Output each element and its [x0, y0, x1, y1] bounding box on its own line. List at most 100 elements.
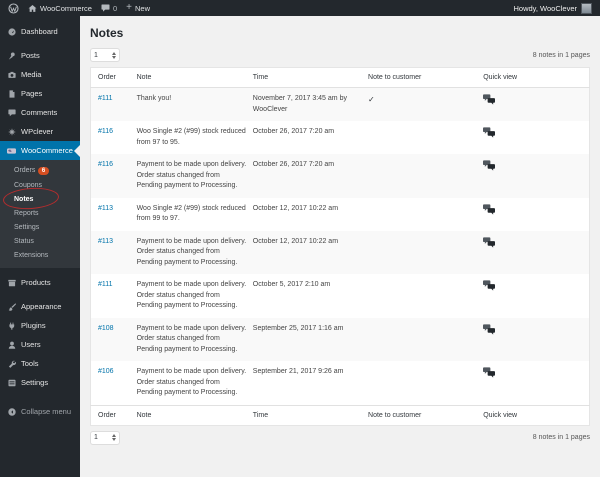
sidebar-item-pages[interactable]: Pages	[0, 84, 80, 103]
order-link[interactable]: #108	[98, 324, 114, 332]
note-time: October 12, 2017 10:22 am	[252, 204, 339, 212]
submenu-label: Extensions	[14, 251, 49, 259]
collapse-menu-label: Collapse menu	[21, 407, 72, 416]
sidebar-item-dashboard[interactable]: Dashboard	[0, 22, 80, 41]
note-time: October 12, 2017 10:22 am	[252, 237, 339, 245]
sidebar-item-users[interactable]: Users	[0, 335, 80, 354]
sidebar-item-label: Plugins	[21, 321, 46, 330]
page-select-top[interactable]: 1	[90, 48, 120, 62]
note-text: Thank you!	[136, 95, 172, 102]
submenu-item-status[interactable]: Status	[0, 234, 80, 248]
stepper-arrows-icon	[112, 434, 116, 441]
sidebar-item-media[interactable]: Media	[0, 65, 80, 84]
asterisk-star-icon	[7, 127, 16, 136]
sidebar-item-label: Settings	[21, 378, 49, 387]
column-footer-quick-view: Quick view	[483, 404, 590, 425]
sidebar-item-tools[interactable]: Tools	[0, 354, 80, 373]
table-row: #113 Payment to be made upon delivery. O…	[90, 230, 590, 274]
column-header-order: Order	[90, 67, 137, 88]
order-link[interactable]: #116	[98, 161, 114, 168]
site-menu[interactable]: WooCommerce	[28, 4, 92, 13]
dashboard-icon	[7, 27, 16, 36]
site-name: WooCommerce	[40, 3, 92, 13]
sidebar-item-settings[interactable]: Settings	[0, 373, 80, 392]
user-icon	[7, 341, 16, 349]
plug-icon	[7, 322, 16, 330]
table-row: #111 Payment to be made upon delivery. O…	[91, 274, 590, 318]
column-header-quick-view: Quick view	[483, 67, 590, 88]
submenu-label: Reports	[14, 209, 39, 217]
note-time: October 26, 2017 7:20 am	[252, 128, 335, 135]
order-link[interactable]: #111	[98, 281, 113, 288]
submenu-item-extensions[interactable]: Extensions	[0, 248, 80, 262]
settings-sliders-icon	[7, 379, 16, 387]
sidebar-item-woocommerce[interactable]: WooCommerce	[0, 141, 80, 160]
column-header-note-to-customer: Note to customer	[368, 67, 484, 88]
checkmark-icon: ✓	[368, 95, 375, 104]
note-time: November 7, 2017 3:45 am by WooClever	[252, 95, 347, 113]
column-footer-order: Order	[90, 404, 137, 425]
sidebar-item-label: Comments	[21, 108, 58, 117]
sidebar-item-label: WPclever	[21, 127, 54, 136]
order-link[interactable]: #111	[98, 95, 113, 102]
quick-view-icon[interactable]	[483, 94, 496, 105]
submenu-item-reports[interactable]: Reports	[0, 206, 80, 220]
order-link[interactable]: #106	[98, 368, 114, 375]
sidebar-item-posts[interactable]: Posts	[0, 46, 80, 65]
quick-view-icon[interactable]	[483, 280, 496, 291]
sidebar-item-wpclever[interactable]: WPclever	[0, 122, 80, 141]
new-menu[interactable]: + New	[126, 2, 150, 13]
collapse-menu-button[interactable]: Collapse menu	[0, 402, 80, 421]
speech-bubble-icon	[7, 109, 16, 117]
order-link[interactable]: #113	[98, 237, 114, 245]
sidebar-item-plugins[interactable]: Plugins	[0, 316, 80, 335]
quick-view-icon[interactable]	[483, 160, 496, 171]
submenu-label: Notes	[14, 195, 34, 203]
sidebar-item-label: Media	[21, 70, 42, 79]
sidebar-item-label: Appearance	[21, 302, 62, 311]
new-label: New	[134, 3, 150, 13]
camera-icon	[7, 71, 16, 79]
note-text: Payment to be made upon delivery. Order …	[136, 368, 247, 396]
note-text: Payment to be made upon delivery. Order …	[136, 237, 247, 266]
submenu-item-coupons[interactable]: Coupons	[0, 178, 80, 192]
stepper-arrows-icon	[112, 51, 116, 59]
column-footer-note-to-customer: Note to customer	[368, 404, 484, 425]
page-title: Notes	[90, 26, 124, 40]
quick-view-icon[interactable]	[483, 236, 496, 248]
quick-view-icon[interactable]	[483, 127, 496, 138]
sidebar-item-products[interactable]: Products	[0, 273, 80, 292]
woocommerce-icon	[7, 147, 16, 155]
comment-bubble-icon	[101, 4, 110, 12]
table-header-row: Order Note Time Note to customer Quick v…	[90, 67, 590, 88]
sidebar-item-comments[interactable]: Comments	[0, 103, 80, 122]
quick-view-icon[interactable]	[483, 367, 496, 378]
admin-bar: WooCommerce 0 + New Howdy, WooClever	[0, 0, 600, 16]
quick-view-icon[interactable]	[483, 203, 496, 215]
sidebar-item-label: Pages	[21, 89, 43, 98]
sidebar-item-label: Tools	[21, 359, 39, 368]
page-icon	[7, 89, 16, 98]
table-row: #113 Woo Single #2 (#99) stock reduced f…	[91, 198, 590, 231]
sidebar-item-label: Posts	[21, 51, 40, 60]
note-time: September 21, 2017 9:26 am	[252, 368, 344, 375]
tablenav-top: 1 8 notes in 1 pages	[90, 48, 590, 62]
comments-menu[interactable]: 0	[101, 4, 117, 13]
note-text: Payment to be made upon delivery. Order …	[136, 324, 247, 353]
sidebar-item-appearance[interactable]: Appearance	[0, 297, 80, 316]
order-link[interactable]: #116	[98, 128, 114, 135]
note-time: October 5, 2017 2:10 am	[252, 281, 331, 288]
submenu-item-orders[interactable]: Orders 6	[0, 163, 80, 178]
box-icon	[7, 279, 16, 287]
account-menu[interactable]: Howdy, WooClever	[513, 2, 592, 14]
howdy-text: Howdy, WooClever	[513, 3, 578, 13]
page-select-bottom[interactable]: 1	[90, 430, 120, 445]
order-link[interactable]: #113	[98, 204, 114, 212]
pushpin-icon	[7, 52, 16, 60]
table-row: #108 Payment to be made upon delivery. O…	[90, 317, 590, 361]
wordpress-logo-icon[interactable]	[8, 2, 19, 14]
quick-view-icon[interactable]	[483, 323, 496, 335]
comment-count: 0	[112, 3, 118, 13]
submenu-item-notes[interactable]: Notes	[0, 186, 80, 211]
submenu-item-settings[interactable]: Settings	[0, 220, 80, 234]
